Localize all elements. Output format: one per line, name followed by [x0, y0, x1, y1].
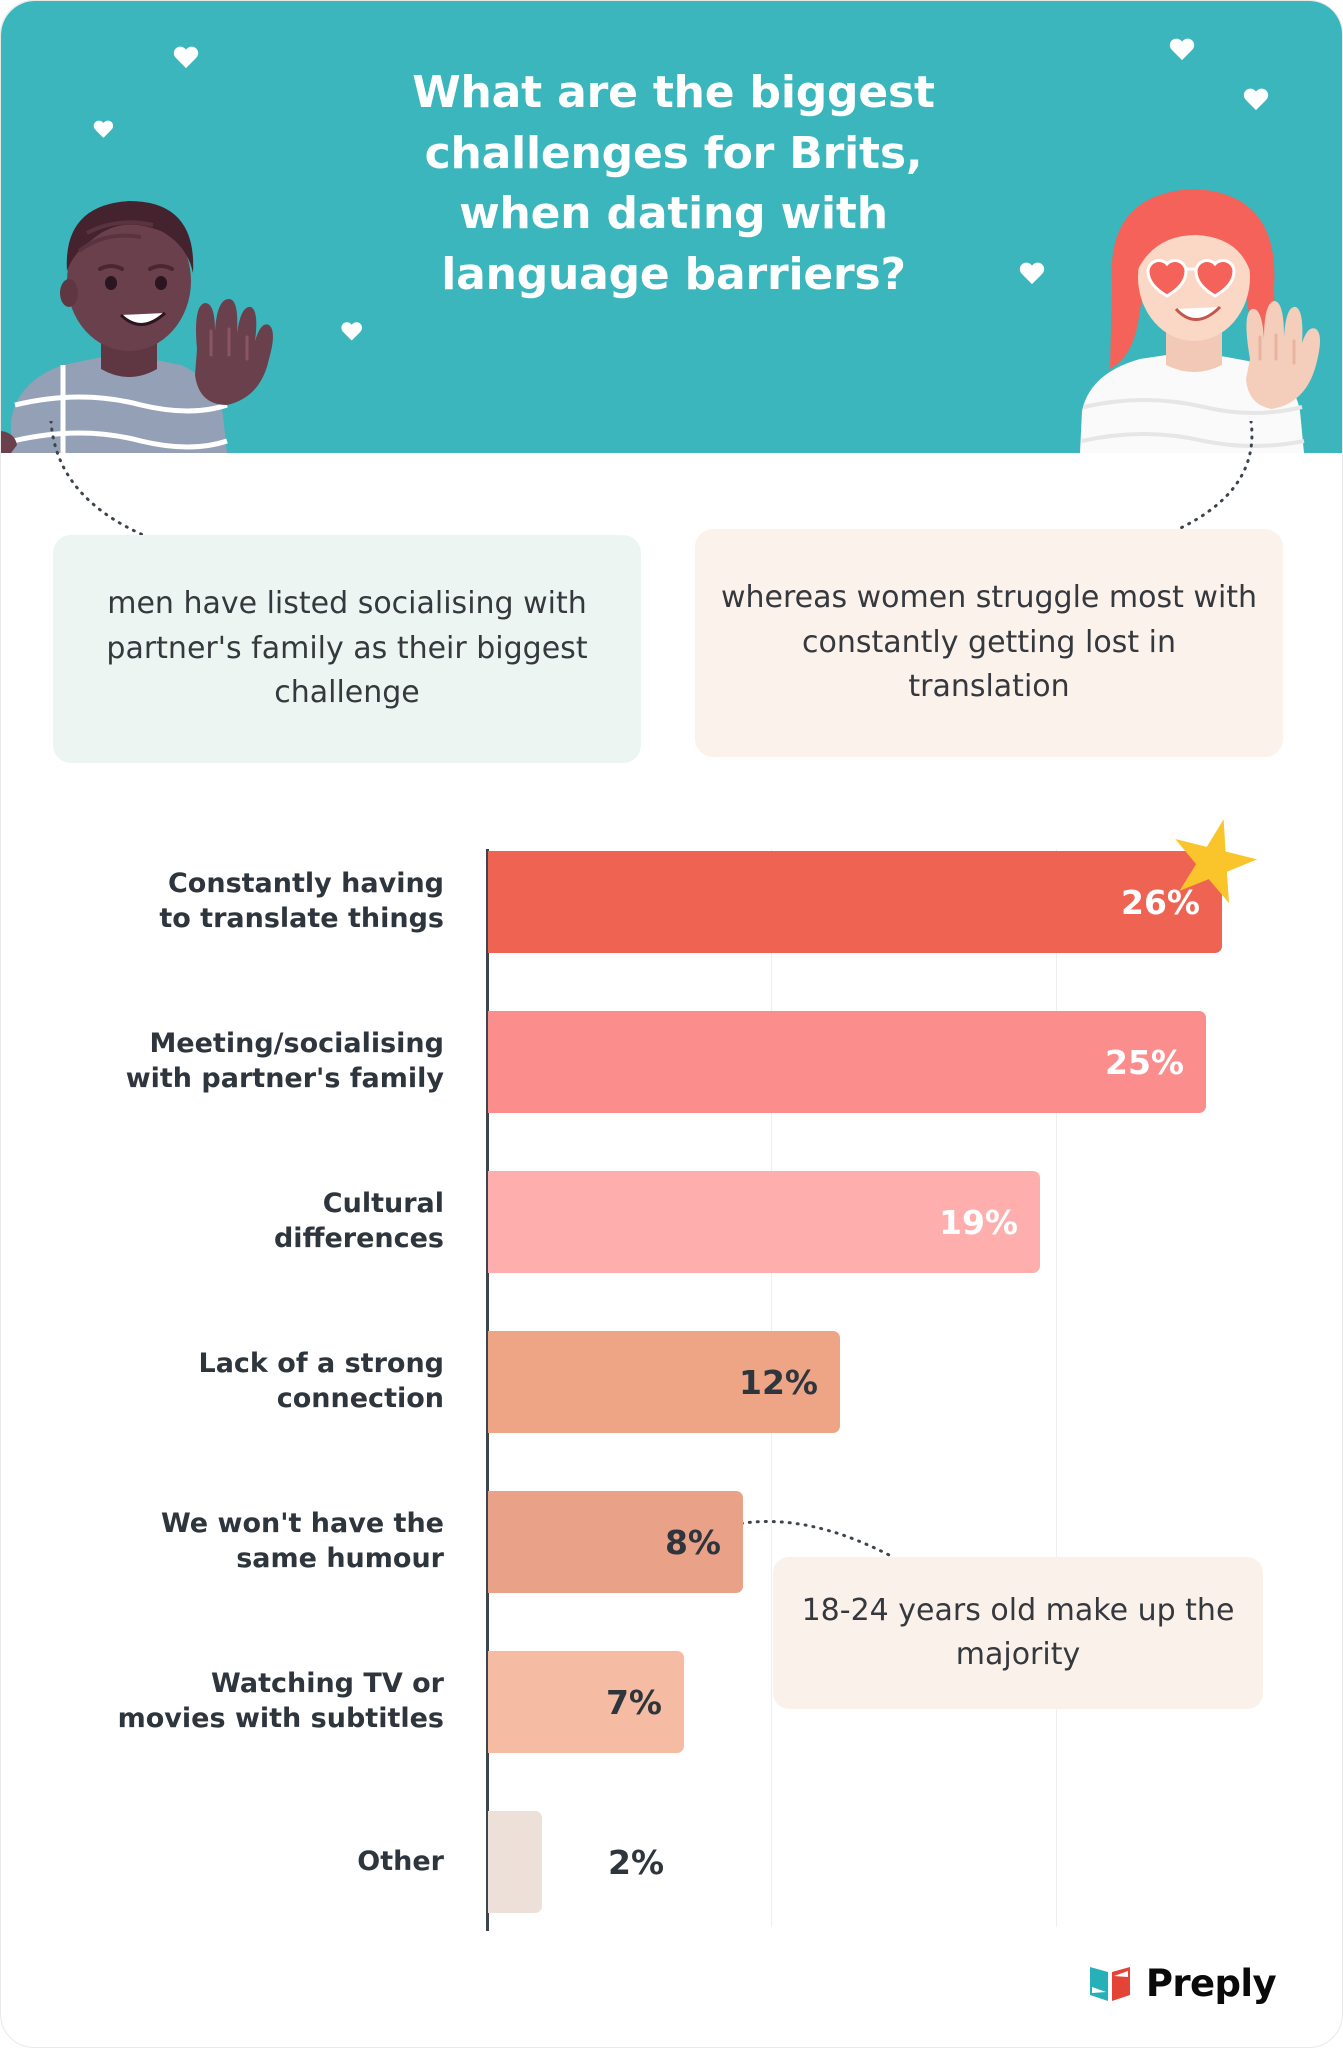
bar-value: 25%	[1105, 1042, 1184, 1082]
bar-label: Cultural differences	[273, 1188, 444, 1254]
preply-logo-text: Preply	[1145, 1961, 1277, 2005]
bar-constantly-translating: 26%	[488, 851, 1222, 953]
preply-logo-icon	[1089, 1967, 1130, 2001]
bar-value: 26%	[1121, 882, 1200, 922]
bar-label: We won't have the same humour	[160, 1508, 444, 1574]
callout-men: men have listed socialising with partner…	[53, 535, 641, 763]
bar-value: 12%	[739, 1362, 818, 1402]
bar-meeting-family: 25%	[488, 1011, 1206, 1113]
bar-row: Lack of a strong connection 12%	[1, 1331, 1342, 1433]
bar-label: Meeting/socialising with partner's famil…	[125, 1028, 444, 1094]
bar-row: Watching TV or movies with subtitles 7%	[1, 1651, 1342, 1753]
header-banner: What are the biggest challenges for Brit…	[1, 1, 1342, 453]
bar-lack-connection: 12%	[488, 1331, 840, 1433]
bar-row: Constantly having to translate things 26…	[1, 851, 1342, 953]
bar-subtitles: 7%	[488, 1651, 684, 1753]
bar-value: 7%	[605, 1682, 662, 1722]
illustration-woman	[1080, 189, 1320, 453]
callout-women: whereas women struggle most with constan…	[695, 529, 1283, 757]
callout-age-text: 18-24 years old make up the majority	[801, 1592, 1235, 1672]
bar-chart: Constantly having to translate things 26…	[1, 821, 1342, 1931]
chart-axis	[486, 849, 489, 1931]
callout-men-text: men have listed socialising with partner…	[106, 586, 588, 711]
bar-other: 2%	[488, 1811, 664, 1913]
heart-icon	[93, 121, 109, 136]
heart-icon	[1243, 89, 1265, 110]
bar-label: Lack of a strong connection	[198, 1348, 445, 1414]
callout-age: 18-24 years old make up the majority	[773, 1557, 1263, 1709]
heart-icon	[341, 323, 360, 341]
preply-logo[interactable]: Preply	[1088, 1961, 1277, 2005]
bar-value: 8%	[664, 1522, 721, 1562]
bar-label: Watching TV or movies with subtitles	[117, 1668, 444, 1734]
bar-value: 2%	[608, 1842, 665, 1882]
heart-icon	[1169, 39, 1195, 63]
bar-row: Cultural differences 19%	[1, 1171, 1342, 1273]
bar-row: Other 2%	[1, 1811, 1342, 1913]
bar-row: We won't have the same humour 8%	[1, 1491, 1342, 1593]
gridline-20	[1056, 849, 1057, 1927]
bar-row: Meeting/socialising with partner's famil…	[1, 1011, 1342, 1113]
page-title: What are the biggest challenges for Brit…	[412, 67, 935, 301]
heart-icon	[173, 47, 199, 71]
bar-label: Other	[357, 1845, 444, 1877]
bar-value: 19%	[939, 1202, 1018, 1242]
bar-same-humour: 8%	[488, 1491, 743, 1593]
bar-label: Constantly having to translate things	[159, 868, 444, 934]
bar-cultural-differences: 19%	[488, 1171, 1040, 1273]
callout-women-text: whereas women struggle most with constan…	[720, 580, 1258, 705]
illustration-man	[1, 201, 273, 453]
